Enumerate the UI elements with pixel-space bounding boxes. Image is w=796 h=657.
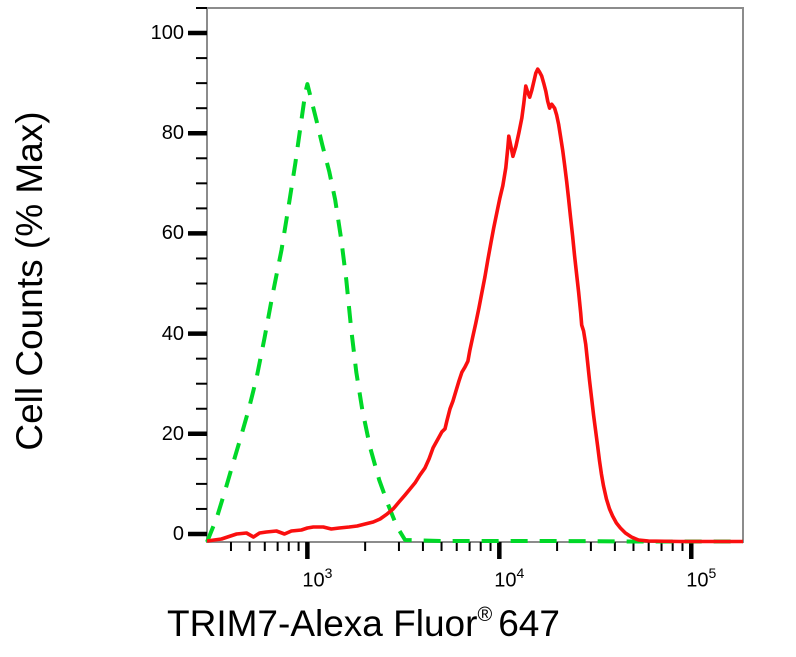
x-axis-title: TRIM7-Alexa Fluor® 647 — [167, 603, 560, 645]
y-tick-label: 40 — [161, 322, 184, 345]
y-tick-label: 20 — [161, 422, 184, 445]
y-tick-label: 80 — [161, 122, 184, 145]
x-tick-label: 103 — [302, 565, 333, 592]
red-solid-curve — [206, 67, 743, 544]
registered-trademark-symbol: ® — [477, 603, 493, 626]
plot-frame — [206, 7, 744, 543]
green-dashed-curve — [205, 82, 743, 544]
y-tick-label: 0 — [172, 522, 184, 545]
x-axis-title-text: TRIM7-Alexa Fluor — [167, 603, 478, 644]
y-tick-label: 60 — [161, 222, 184, 245]
x-axis-title-suffix: 647 — [498, 603, 560, 644]
x-tick-label: 104 — [494, 565, 525, 592]
y-tick-label: 100 — [150, 22, 184, 45]
x-tick-label: 105 — [686, 565, 717, 592]
